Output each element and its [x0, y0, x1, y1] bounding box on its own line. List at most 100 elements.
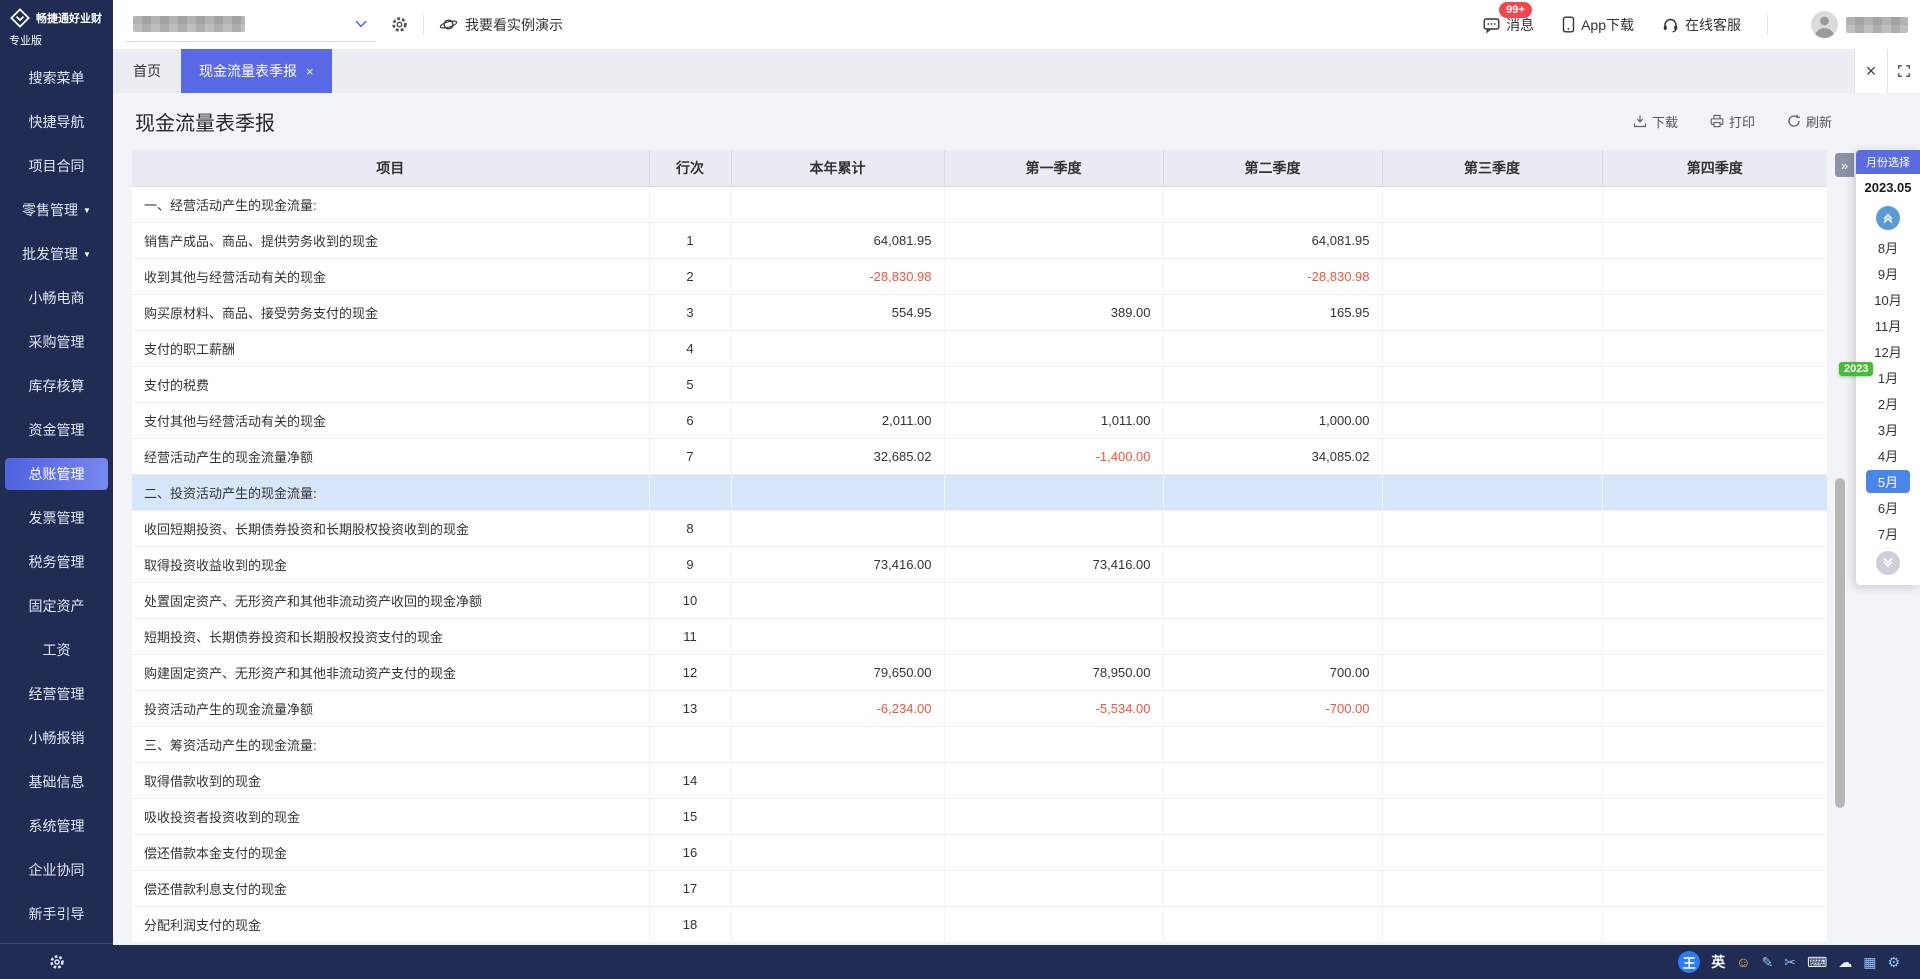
- toolbox-icon[interactable]: ▦: [1863, 954, 1877, 970]
- keyboard-icon[interactable]: ⌨: [1806, 954, 1828, 970]
- gear-icon[interactable]: [391, 16, 408, 33]
- sidebar-item[interactable]: 系统管理: [0, 804, 113, 848]
- ime-logo-icon[interactable]: 王: [1678, 951, 1701, 973]
- messages-button[interactable]: 99+ 消息: [1483, 1, 1534, 35]
- month-item[interactable]: 1月: [1856, 364, 1920, 390]
- tabbar: 首页 现金流量表季报 × ×: [113, 49, 1920, 93]
- sidebar-item[interactable]: 经营管理: [0, 672, 113, 716]
- sidebar-item[interactable]: 新手引导: [0, 892, 113, 936]
- gear-icon[interactable]: ⚙: [1887, 954, 1900, 970]
- month-item-label: 11月: [1874, 318, 1902, 334]
- page-title: 现金流量表季报: [135, 112, 275, 135]
- col-header-item: 项目: [132, 150, 650, 187]
- close-icon[interactable]: ×: [306, 63, 314, 79]
- pencil-icon[interactable]: ✎: [1761, 954, 1774, 970]
- sidebar-item-label: 企业协同: [28, 862, 85, 878]
- table-row[interactable]: 支付其他与经营活动有关的现金 6 2,011.00 1,011.00 1,000.00: [132, 402, 1827, 439]
- month-item[interactable]: 11月: [1856, 312, 1920, 338]
- month-item-label: 7月: [1877, 526, 1899, 542]
- sidebar-item-label: 零售管理: [22, 202, 79, 218]
- scissors-icon[interactable]: ✂: [1784, 954, 1796, 970]
- vertical-scrollbar[interactable]: [1835, 186, 1845, 942]
- sidebar-item[interactable]: 固定资产: [0, 584, 113, 628]
- sidebar-item[interactable]: 库存核算: [0, 364, 113, 408]
- sidebar-item[interactable]: 税务管理: [0, 540, 113, 584]
- table-row[interactable]: 取得借款收到的现金 14: [132, 762, 1827, 799]
- table-row[interactable]: 偿还借款利息支付的现金 17: [132, 870, 1827, 907]
- ime-language-toggle[interactable]: 英: [1711, 954, 1726, 970]
- sidebar-item[interactable]: 工资: [0, 628, 113, 672]
- demo-link[interactable]: 我要看实例演示: [439, 15, 563, 35]
- sidebar-item[interactable]: 小畅报销: [0, 716, 113, 760]
- app-download-button[interactable]: App下载: [1562, 15, 1634, 35]
- sidebar-item[interactable]: 零售管理 ▼: [0, 188, 113, 232]
- month-list: 8月 9月 10月 11月 12月 1月 2月 3月 4月 5月 6月 7月: [1856, 234, 1920, 546]
- month-item[interactable]: 5月: [1856, 468, 1920, 494]
- print-button[interactable]: 打印: [1710, 112, 1755, 131]
- table-row[interactable]: 投资活动产生的现金流量净额 13 -6,234.00 -5,534.00 -700.0…: [132, 690, 1827, 727]
- table-row[interactable]: 支付的职工薪酬 4: [132, 330, 1827, 367]
- sidebar-item[interactable]: 资金管理: [0, 408, 113, 452]
- scroll-months-up-button[interactable]: [1876, 206, 1900, 230]
- emoji-icon[interactable]: ☺: [1736, 954, 1751, 970]
- month-item[interactable]: 3月: [1856, 416, 1920, 442]
- sidebar-item[interactable]: 基础信息: [0, 760, 113, 804]
- table-row[interactable]: 支付的税费 5: [132, 366, 1827, 403]
- year-badge: 2023: [1839, 362, 1874, 376]
- month-item[interactable]: 4月: [1856, 442, 1920, 468]
- month-item[interactable]: 12月: [1856, 338, 1920, 364]
- month-item[interactable]: 2月: [1856, 390, 1920, 416]
- table-row[interactable]: 二、投资活动产生的现金流量:: [132, 474, 1827, 511]
- table-row[interactable]: 短期投资、长期债券投资和长期股权投资支付的现金 11: [132, 618, 1827, 655]
- sidebar-item[interactable]: 发票管理: [0, 496, 113, 540]
- table-row[interactable]: 经营活动产生的现金流量净额 7 32,685.02 -1,400.00 34,085.…: [132, 438, 1827, 475]
- fullscreen-button[interactable]: [1887, 49, 1920, 93]
- sidebar-item[interactable]: 总账管理: [5, 458, 108, 490]
- table-row[interactable]: 吸收投资者投资收到的现金 15: [132, 798, 1827, 835]
- table-row[interactable]: 购买原材料、商品、接受劳务支付的现金 3 554.95 389.00 165.95: [132, 294, 1827, 331]
- sidebar-item-label: 系统管理: [28, 818, 85, 834]
- table-row[interactable]: 处置固定资产、无形资产和其他非流动资产收回的现金净额 10: [132, 582, 1827, 619]
- sidebar-settings-button[interactable]: [0, 943, 113, 979]
- month-item[interactable]: 8月: [1856, 234, 1920, 260]
- table-row[interactable]: 三、筹资活动产生的现金流量:: [132, 726, 1827, 763]
- close-page-button[interactable]: ×: [1854, 49, 1887, 93]
- close-icon: ×: [1865, 60, 1877, 81]
- scroll-months-down-button[interactable]: [1876, 551, 1900, 575]
- company-select-dropdown[interactable]: [125, 8, 375, 42]
- username-redacted: [1846, 16, 1908, 33]
- refresh-button[interactable]: 刷新: [1787, 112, 1832, 131]
- month-item[interactable]: 9月: [1856, 260, 1920, 286]
- tab-label: 现金流量表季报: [199, 63, 297, 79]
- table-row[interactable]: 销售产成品、商品、提供劳务收到的现金 1 64,081.95 64,081.95: [132, 222, 1827, 259]
- table-row[interactable]: 偿还借款本金支付的现金 16: [132, 834, 1827, 871]
- month-item[interactable]: 6月: [1856, 494, 1920, 520]
- tab-home[interactable]: 首页: [113, 49, 181, 93]
- sidebar-item[interactable]: 企业协同: [0, 848, 113, 892]
- sidebar-item[interactable]: 快捷导航: [0, 100, 113, 144]
- table-row[interactable]: 分配利润支付的现金 18: [132, 906, 1827, 943]
- company-name-redacted: [133, 16, 245, 32]
- sidebar-item[interactable]: 采购管理: [0, 320, 113, 364]
- table-row[interactable]: 收回短期投资、长期债券投资和长期股权投资收到的现金 8: [132, 510, 1827, 547]
- month-item[interactable]: 7月: [1856, 520, 1920, 546]
- avatar[interactable]: [1811, 11, 1838, 38]
- online-service-button[interactable]: 在线客服: [1662, 15, 1741, 35]
- cloud-icon[interactable]: ☁: [1838, 954, 1853, 970]
- sidebar-item[interactable]: 小畅电商: [0, 276, 113, 320]
- sidebar-item-label: 固定资产: [28, 598, 85, 614]
- table-row[interactable]: 取得投资收益收到的现金 9 73,416.00 73,416.00: [132, 546, 1827, 583]
- tab-cash-flow-quarterly[interactable]: 现金流量表季报 ×: [181, 49, 332, 93]
- table-row[interactable]: 一、经营活动产生的现金流量:: [132, 186, 1827, 223]
- scrollbar-thumb[interactable]: [1835, 478, 1845, 808]
- month-item[interactable]: 10月: [1856, 286, 1920, 312]
- table-row[interactable]: 收到其他与经营活动有关的现金 2 -28,830.98 -28,830.98: [132, 258, 1827, 295]
- sidebar-item-label: 库存核算: [28, 378, 85, 394]
- panel-collapse-handle[interactable]: »: [1835, 153, 1854, 177]
- sidebar-item[interactable]: 项目合同: [0, 144, 113, 188]
- table-row[interactable]: 购建固定资产、无形资产和其他非流动资产支付的现金 12 79,650.00 78,9…: [132, 654, 1827, 691]
- sidebar-item[interactable]: 搜索菜单: [0, 56, 113, 100]
- sidebar-item[interactable]: 批发管理 ▼: [0, 232, 113, 276]
- message-icon: [1483, 17, 1500, 33]
- download-button[interactable]: 下载: [1633, 112, 1678, 131]
